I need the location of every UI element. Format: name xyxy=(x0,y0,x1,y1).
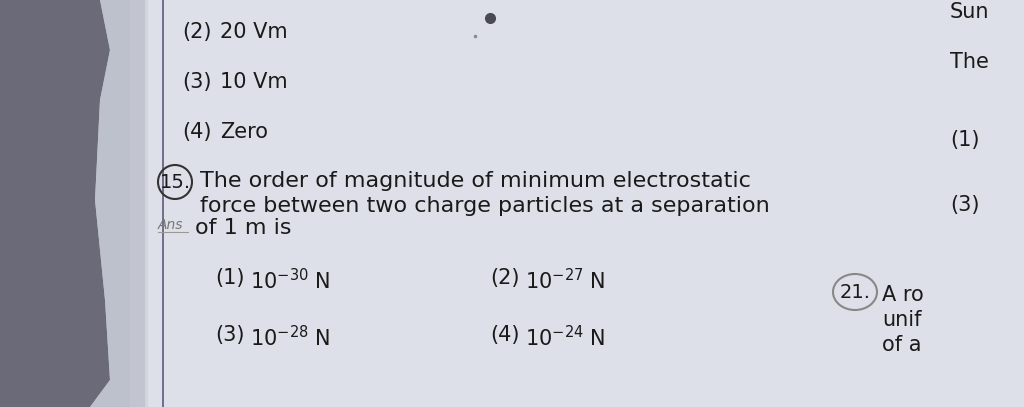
Text: (3): (3) xyxy=(182,72,212,92)
Text: of 1 m is: of 1 m is xyxy=(195,218,292,238)
Text: The order of magnitude of minimum electrostatic: The order of magnitude of minimum electr… xyxy=(200,171,751,191)
Text: Zero: Zero xyxy=(220,122,268,142)
Text: Ans: Ans xyxy=(158,218,183,232)
Text: $10^{-24}$ N: $10^{-24}$ N xyxy=(525,325,605,350)
Text: (2): (2) xyxy=(182,22,212,42)
Polygon shape xyxy=(0,0,110,407)
Text: (4): (4) xyxy=(182,122,212,142)
Text: $10^{-28}$ N: $10^{-28}$ N xyxy=(250,325,331,350)
Text: unif: unif xyxy=(882,310,922,330)
Polygon shape xyxy=(130,0,148,407)
Text: 20 Vm: 20 Vm xyxy=(220,22,288,42)
Text: (1): (1) xyxy=(950,130,980,150)
Text: force between two charge particles at a separation: force between two charge particles at a … xyxy=(200,196,770,216)
Text: A ro: A ro xyxy=(882,285,924,305)
Text: of a: of a xyxy=(882,335,922,355)
Text: (3): (3) xyxy=(950,195,980,215)
Text: (3): (3) xyxy=(215,325,245,345)
Text: (1): (1) xyxy=(215,268,245,288)
Text: The: The xyxy=(950,52,989,72)
Text: $10^{-30}$ N: $10^{-30}$ N xyxy=(250,268,331,293)
Text: (2): (2) xyxy=(490,268,519,288)
Text: Sun: Sun xyxy=(950,2,989,22)
Polygon shape xyxy=(90,0,145,407)
Text: 15.: 15. xyxy=(160,173,190,192)
Text: 10 Vm: 10 Vm xyxy=(220,72,288,92)
Text: 21.: 21. xyxy=(840,282,870,302)
Text: $10^{-27}$ N: $10^{-27}$ N xyxy=(525,268,605,293)
Text: (4): (4) xyxy=(490,325,519,345)
